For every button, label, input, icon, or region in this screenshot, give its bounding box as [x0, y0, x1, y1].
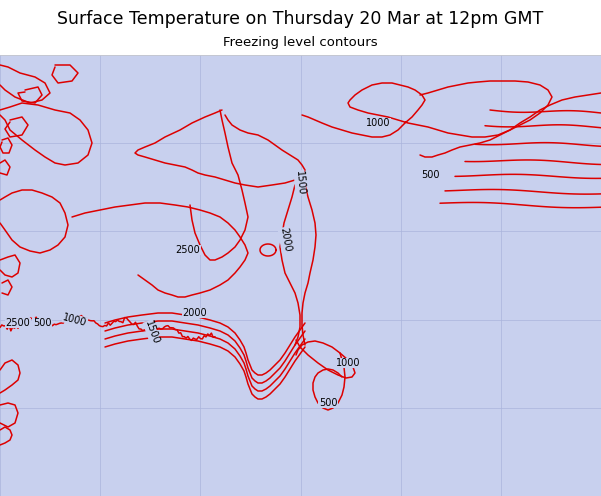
Text: 1500: 1500 [294, 170, 306, 196]
Text: 500: 500 [319, 398, 337, 408]
Text: 2000: 2000 [183, 308, 207, 318]
Text: 1000: 1000 [366, 118, 390, 128]
Text: Surface Temperature on Thursday 20 Mar at 12pm GMT: Surface Temperature on Thursday 20 Mar a… [57, 10, 544, 28]
Text: 500: 500 [32, 318, 51, 328]
Text: 500: 500 [421, 170, 439, 180]
Text: 2500: 2500 [175, 245, 200, 255]
Text: 1000: 1000 [336, 358, 360, 368]
Bar [0, 0, 601, 55]
Text: 1000: 1000 [62, 312, 88, 328]
Text: 2500: 2500 [5, 318, 31, 328]
Text: Freezing level contours: Freezing level contours [223, 36, 378, 50]
Bar [0, 55, 601, 496]
Text: 2000: 2000 [278, 227, 292, 253]
Text: 1500: 1500 [143, 320, 161, 346]
